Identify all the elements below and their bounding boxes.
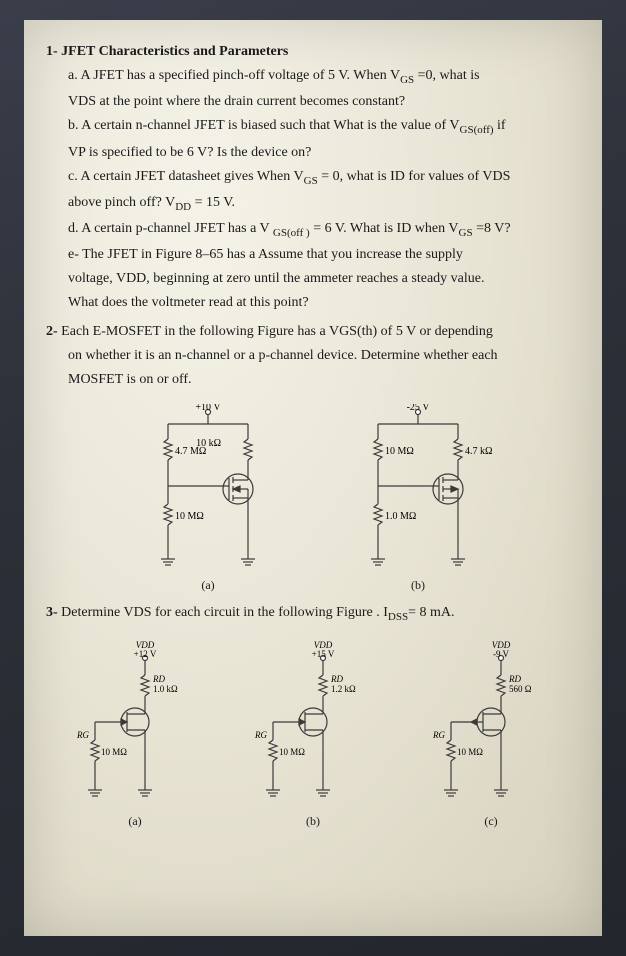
q3-fig-c: VDD -9 V RD 560 Ω RG 10 MΩ (c) [431,640,551,830]
q2-fig-b: -25 V 10 MΩ 4.7 kΩ 1.0 MΩ (b) [343,404,493,594]
svg-text:10 MΩ: 10 MΩ [385,446,414,457]
svg-text:-25 V: -25 V [407,404,431,413]
q1e-l2: voltage, VDD, beginning at zero until th… [68,268,580,289]
q3-fig-c-cap: (c) [484,812,497,830]
circuit-3c: VDD -9 V RD 560 Ω RG 10 MΩ [431,640,551,810]
circuit-b: -25 V 10 MΩ 4.7 kΩ 1.0 MΩ [343,404,493,574]
svg-text:1.0 MΩ: 1.0 MΩ [385,511,416,522]
circuit-a: +10 V 4.7 MΩ 10 kΩ 10 MΩ [133,404,283,574]
q1-body: a. A JFET has a specified pinch-off volt… [68,65,580,313]
q3-figures: VDD +12 V RD 1.0 kΩ RG 10 MΩ (a) [46,640,580,830]
q2-l1: Each E-MOSFET in the following Figure ha… [61,324,493,339]
q1a-l2: VDS at the point where the drain current… [68,91,580,112]
q1-num: 1- [46,44,58,59]
svg-text:10 MΩ: 10 MΩ [101,747,127,757]
q2-header: 2- Each E-MOSFET in the following Figure… [46,321,580,342]
q2-figures: +10 V 4.7 MΩ 10 kΩ 10 MΩ (a) [46,404,580,594]
svg-text:10 MΩ: 10 MΩ [175,511,204,522]
q2-num: 2- [46,324,58,339]
q1e-l1: e- The JFET in Figure 8–65 has a Assume … [68,244,580,265]
q2-fig-a-cap: (a) [201,576,214,594]
q1b-l1: b. A certain n-channel JFET is biased su… [68,115,580,138]
q1a-l1: a. A JFET has a specified pinch-off volt… [68,65,580,88]
svg-text:RG: RG [254,730,267,740]
q1e-l3: What does the voltmeter read at this poi… [68,292,580,313]
q1-title: JFET Characteristics and Parameters [61,44,288,59]
q2-fig-a: +10 V 4.7 MΩ 10 kΩ 10 MΩ (a) [133,404,283,594]
circuit-3a: VDD +12 V RD 1.0 kΩ RG 10 MΩ [75,640,195,810]
svg-text:+10 V: +10 V [195,404,221,413]
q2-fig-b-cap: (b) [411,576,425,594]
svg-text:560 Ω: 560 Ω [509,684,532,694]
page: 1- JFET Characteristics and Parameters a… [24,20,602,936]
q3-fig-a-cap: (a) [128,812,141,830]
q3-fig-b-cap: (b) [306,812,320,830]
q3-l1: Determine VDS for each circuit in the fo… [61,605,388,620]
svg-text:10 kΩ: 10 kΩ [196,438,221,449]
q3-fig-a: VDD +12 V RD 1.0 kΩ RG 10 MΩ (a) [75,640,195,830]
q1d-l1: d. A certain p-channel JFET has a V GS(o… [68,218,580,241]
svg-text:+12 V: +12 V [134,649,157,659]
svg-text:1.0 kΩ: 1.0 kΩ [153,684,178,694]
svg-text:RG: RG [432,730,445,740]
q3-header: 3- Determine VDS for each circuit in the… [46,602,580,625]
q1c-l2: above pinch off? VDD = 15 V. [68,192,580,215]
svg-text:10 MΩ: 10 MΩ [457,747,483,757]
svg-text:4.7 kΩ: 4.7 kΩ [465,446,492,457]
q3-num: 3- [46,605,58,620]
svg-text:10 MΩ: 10 MΩ [279,747,305,757]
q1c-l1: c. A certain JFET datasheet gives When V… [68,166,580,189]
svg-text:RD: RD [330,674,343,684]
q1b-l2: VP is specified to be 6 V? Is the device… [68,142,580,163]
svg-text:RD: RD [508,674,521,684]
q3-fig-b: VDD +15 V RD 1.2 kΩ RG 10 MΩ (b) [253,640,373,830]
q2-l3: MOSFET is on or off. [68,369,580,390]
circuit-3b: VDD +15 V RD 1.2 kΩ RG 10 MΩ [253,640,373,810]
q2-l2: on whether it is an n-channel or a p-cha… [68,345,580,366]
svg-text:RD: RD [152,674,165,684]
svg-text:-9 V: -9 V [493,649,510,659]
q2-body: on whether it is an n-channel or a p-cha… [68,345,580,390]
q1-header: 1- JFET Characteristics and Parameters [46,41,580,62]
svg-text:RG: RG [76,730,89,740]
svg-text:1.2 kΩ: 1.2 kΩ [331,684,356,694]
svg-text:+15 V: +15 V [312,649,335,659]
